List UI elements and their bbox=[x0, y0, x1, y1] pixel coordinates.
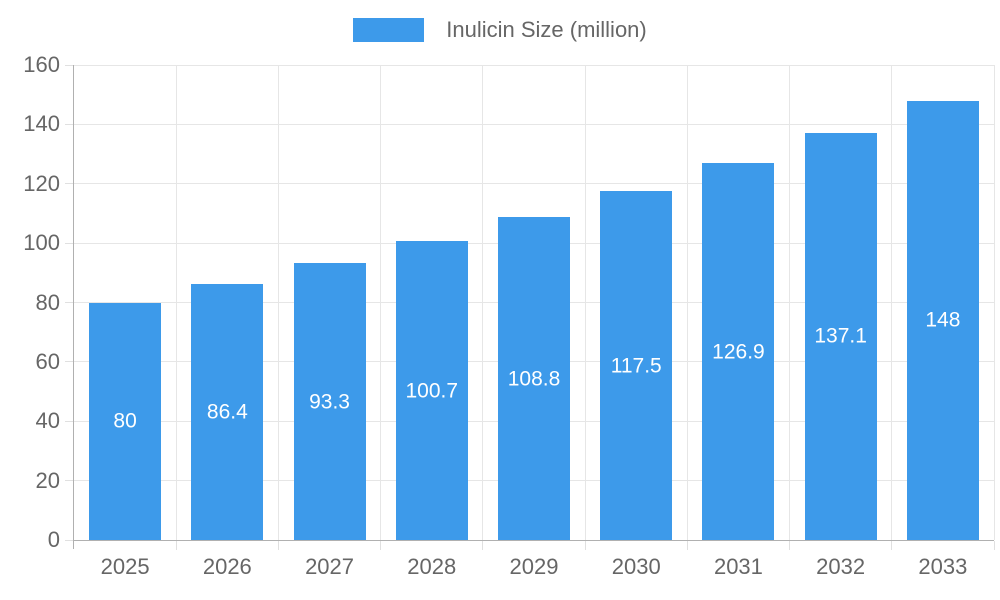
y-axis-tick-label: 140 bbox=[23, 111, 60, 137]
y-axis-tick-label: 0 bbox=[47, 527, 60, 552]
bar-2026[interactable]: 86.4 bbox=[191, 283, 264, 540]
bar-2029[interactable]: 108.8 bbox=[498, 217, 570, 540]
bar-2030[interactable]: 117.5 bbox=[600, 191, 673, 540]
y-axis-tick-label: 120 bbox=[23, 170, 60, 196]
x-axis-tick-label: 2026 bbox=[202, 554, 252, 579]
bar-2025[interactable]: 80 bbox=[89, 302, 162, 540]
x-axis-tick bbox=[175, 541, 177, 550]
x-axis-labels: 2025 2026 2027 2028 2029 2030 2031 2032 2033 bbox=[74, 552, 994, 592]
bar-value-label: 86.4 bbox=[206, 400, 248, 424]
bar-2032[interactable]: 137.1 bbox=[804, 132, 877, 540]
x-axis-tick-label: 2027 bbox=[305, 554, 355, 579]
x-axis-tick-label: 2025 bbox=[100, 554, 150, 579]
bar-value-label: 148 bbox=[925, 308, 961, 332]
x-axis-tick bbox=[277, 541, 279, 550]
x-axis-line bbox=[74, 540, 994, 541]
x-axis-tick bbox=[993, 541, 995, 550]
y-axis-tick bbox=[65, 302, 73, 303]
y-axis-labels: 0 20 40 60 80 100 120 140 160 bbox=[0, 54, 60, 551]
gridline-vertical bbox=[277, 65, 279, 540]
y-axis-tick bbox=[65, 64, 73, 66]
x-axis-tick bbox=[686, 541, 688, 550]
gridline-vertical bbox=[891, 65, 893, 540]
gridline-vertical bbox=[789, 65, 791, 540]
bar-value-label: 137.1 bbox=[814, 324, 867, 348]
x-axis-tick-label: 2033 bbox=[918, 554, 968, 579]
x-axis-tick bbox=[789, 541, 791, 550]
bar-value-label: 80 bbox=[113, 409, 137, 433]
y-axis-tick-label: 100 bbox=[23, 230, 60, 256]
x-axis-tick-label: 2031 bbox=[713, 554, 763, 579]
gridline-horizontal bbox=[74, 123, 994, 125]
y-axis-tick bbox=[65, 480, 73, 482]
bar-2027[interactable]: 93.3 bbox=[293, 263, 366, 540]
chart-legend[interactable]: Inulicin Size (million) bbox=[0, 18, 1000, 42]
bar-2033[interactable]: 148 bbox=[906, 100, 979, 540]
y-axis-tick bbox=[65, 361, 73, 363]
gridline-vertical bbox=[482, 65, 484, 540]
gridline-vertical bbox=[993, 65, 995, 540]
y-axis-tick-label: 80 bbox=[35, 289, 60, 315]
x-axis-tick bbox=[584, 541, 586, 550]
y-axis-tick bbox=[65, 420, 73, 422]
y-axis-tick-label: 40 bbox=[35, 408, 60, 434]
y-axis-line bbox=[73, 65, 74, 549]
y-axis-tick bbox=[65, 242, 73, 244]
x-axis-tick-label: 2029 bbox=[509, 554, 559, 579]
y-axis-tick-label: 160 bbox=[23, 52, 60, 77]
y-axis-tick-label: 60 bbox=[35, 348, 60, 374]
gridline-vertical bbox=[584, 65, 586, 540]
gridline-horizontal bbox=[74, 183, 994, 185]
x-axis-tick bbox=[891, 541, 893, 550]
bar-value-label: 108.8 bbox=[507, 367, 561, 390]
legend-swatch bbox=[353, 18, 425, 42]
gridline-vertical bbox=[686, 65, 688, 540]
bar-2028[interactable]: 100.7 bbox=[395, 241, 468, 540]
bar-value-label: 100.7 bbox=[405, 379, 459, 403]
bar-value-label: 126.9 bbox=[712, 340, 765, 364]
y-axis-tick bbox=[65, 183, 73, 185]
y-axis-tick bbox=[65, 539, 73, 541]
bar-value-label: 93.3 bbox=[309, 390, 350, 413]
y-axis-tick bbox=[65, 123, 73, 125]
x-axis-tick bbox=[482, 541, 484, 550]
bar-value-label: 117.5 bbox=[610, 354, 662, 378]
x-axis-tick bbox=[380, 541, 382, 550]
gridline-horizontal bbox=[74, 64, 994, 66]
plot-area: 80 86.4 93.3 100.7 108.8 117.5 126.9 137.1 148 bbox=[65, 64, 995, 550]
bar-2031[interactable]: 126.9 bbox=[702, 163, 775, 540]
x-axis-tick-label: 2030 bbox=[611, 554, 661, 579]
legend-label: Inulicin Size (million) bbox=[446, 17, 647, 42]
y-axis-tick-label: 20 bbox=[35, 467, 60, 493]
x-axis-tick-label: 2028 bbox=[407, 554, 457, 579]
gridline-vertical bbox=[380, 65, 382, 540]
gridline-vertical bbox=[175, 65, 177, 540]
x-axis-tick-label: 2032 bbox=[816, 554, 866, 579]
